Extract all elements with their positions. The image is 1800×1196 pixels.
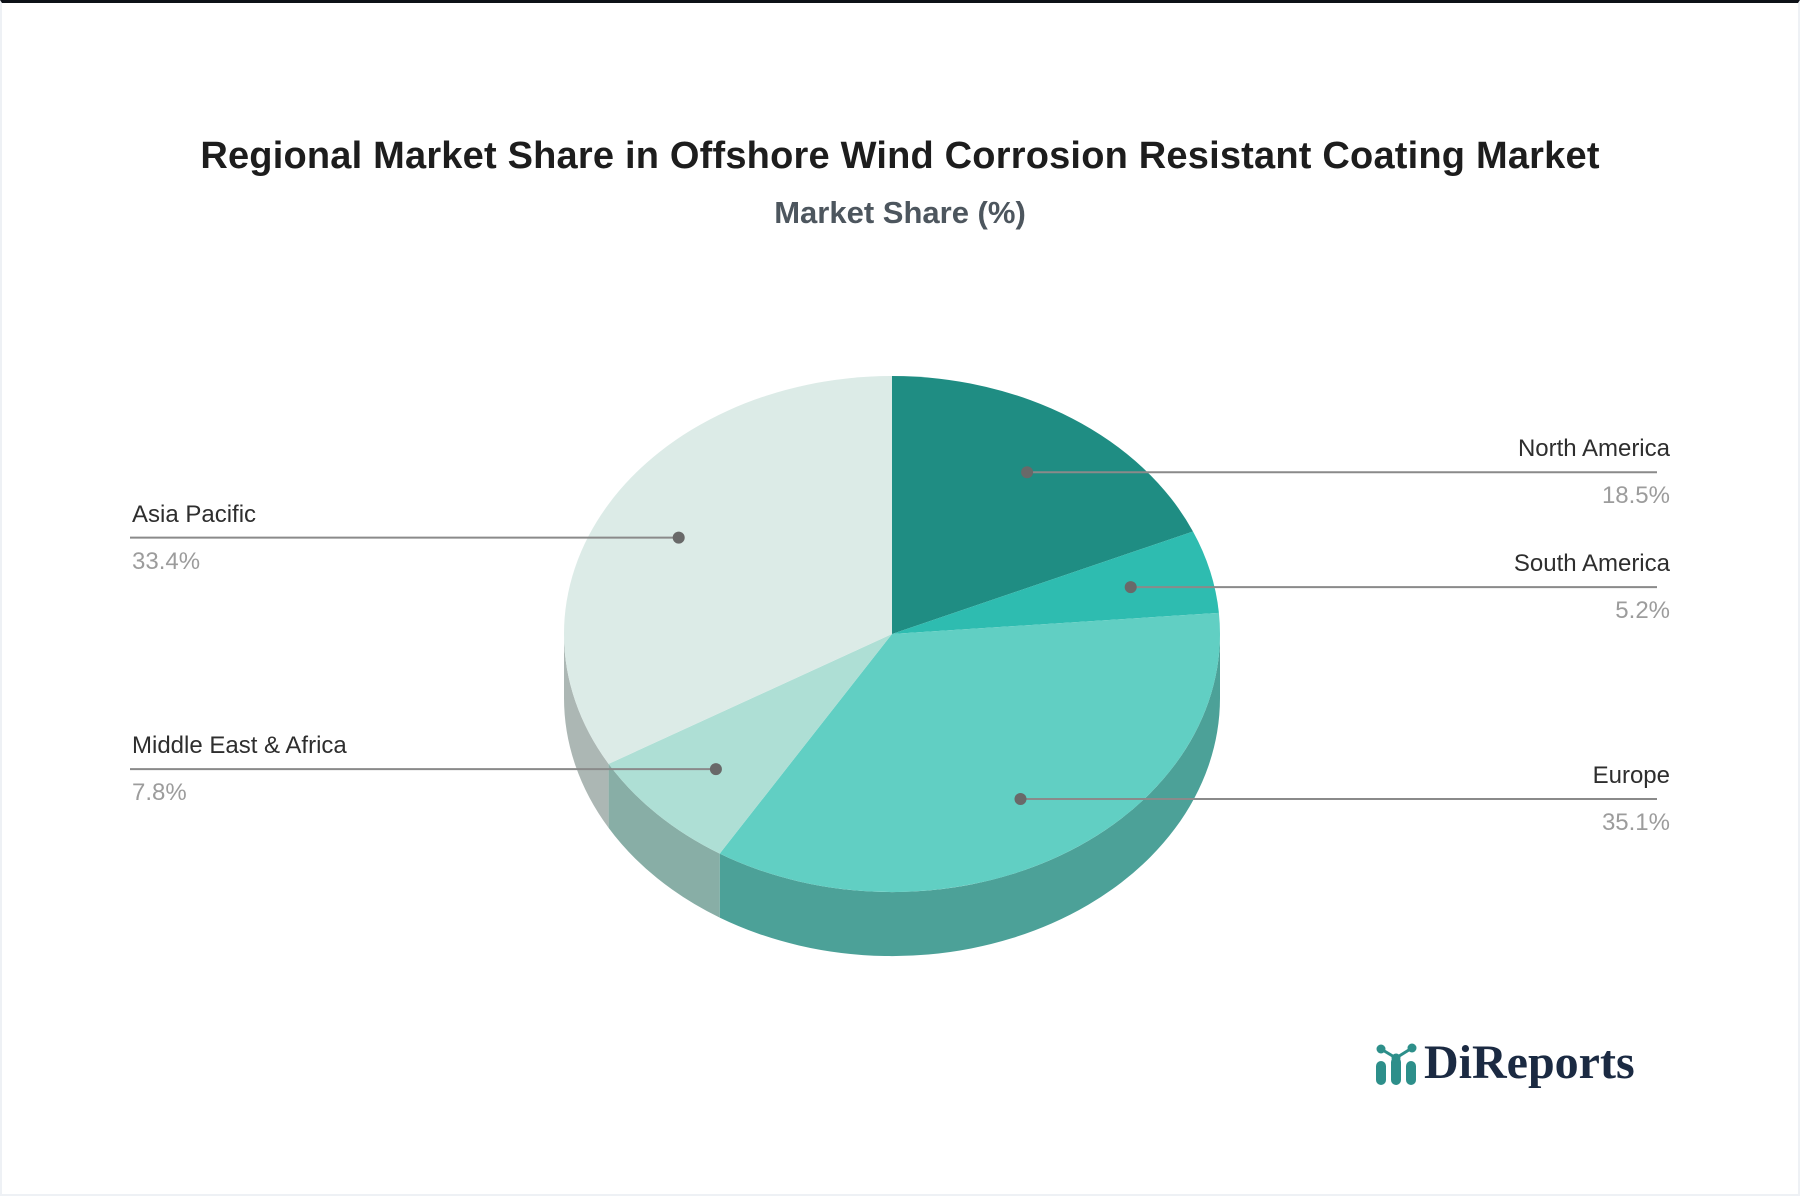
leader-dot [672,531,685,544]
leader-dot [1021,466,1034,479]
chart-title: Regional Market Share in Offshore Wind C… [200,135,1600,177]
mini-bar-chart-icon [1376,1043,1417,1085]
pie-slice-side-europe [719,634,1220,957]
chart-subtitle: Market Share (%) [774,195,1026,230]
pie-slice-south-america[interactable] [892,531,1219,635]
leader-dot [709,763,722,776]
slice-label-value: 5.2% [1615,597,1670,625]
leader-dot [1124,581,1137,594]
pie-slice-asia-pacific[interactable] [563,376,892,764]
slice-label-value: 18.5% [1601,482,1670,510]
logo-text: DiReports [1424,1036,1635,1089]
slice-label-value: 35.1% [1601,808,1670,836]
slice-label-value: 7.8% [132,779,187,807]
slice-label-name: North America [1517,435,1670,463]
slice-label-name: Europe [1592,761,1670,789]
pie-slice-middle-east-africa[interactable] [608,634,892,854]
pie-slice-side-asia-pacific [564,634,609,828]
slice-label-value: 33.4% [132,547,201,575]
slice-label-name: South America [1513,550,1670,578]
pie-chart-svg [130,376,1657,957]
slice-label-name: Asia Pacific [132,500,257,528]
slice-label-name: Middle East & Africa [132,732,347,760]
pie-slice-side-middle-east-africa [608,763,720,918]
leader-dot [1014,793,1027,805]
pie-slice-europe[interactable] [719,612,1221,893]
pie-slice-north-america[interactable] [892,376,1193,634]
